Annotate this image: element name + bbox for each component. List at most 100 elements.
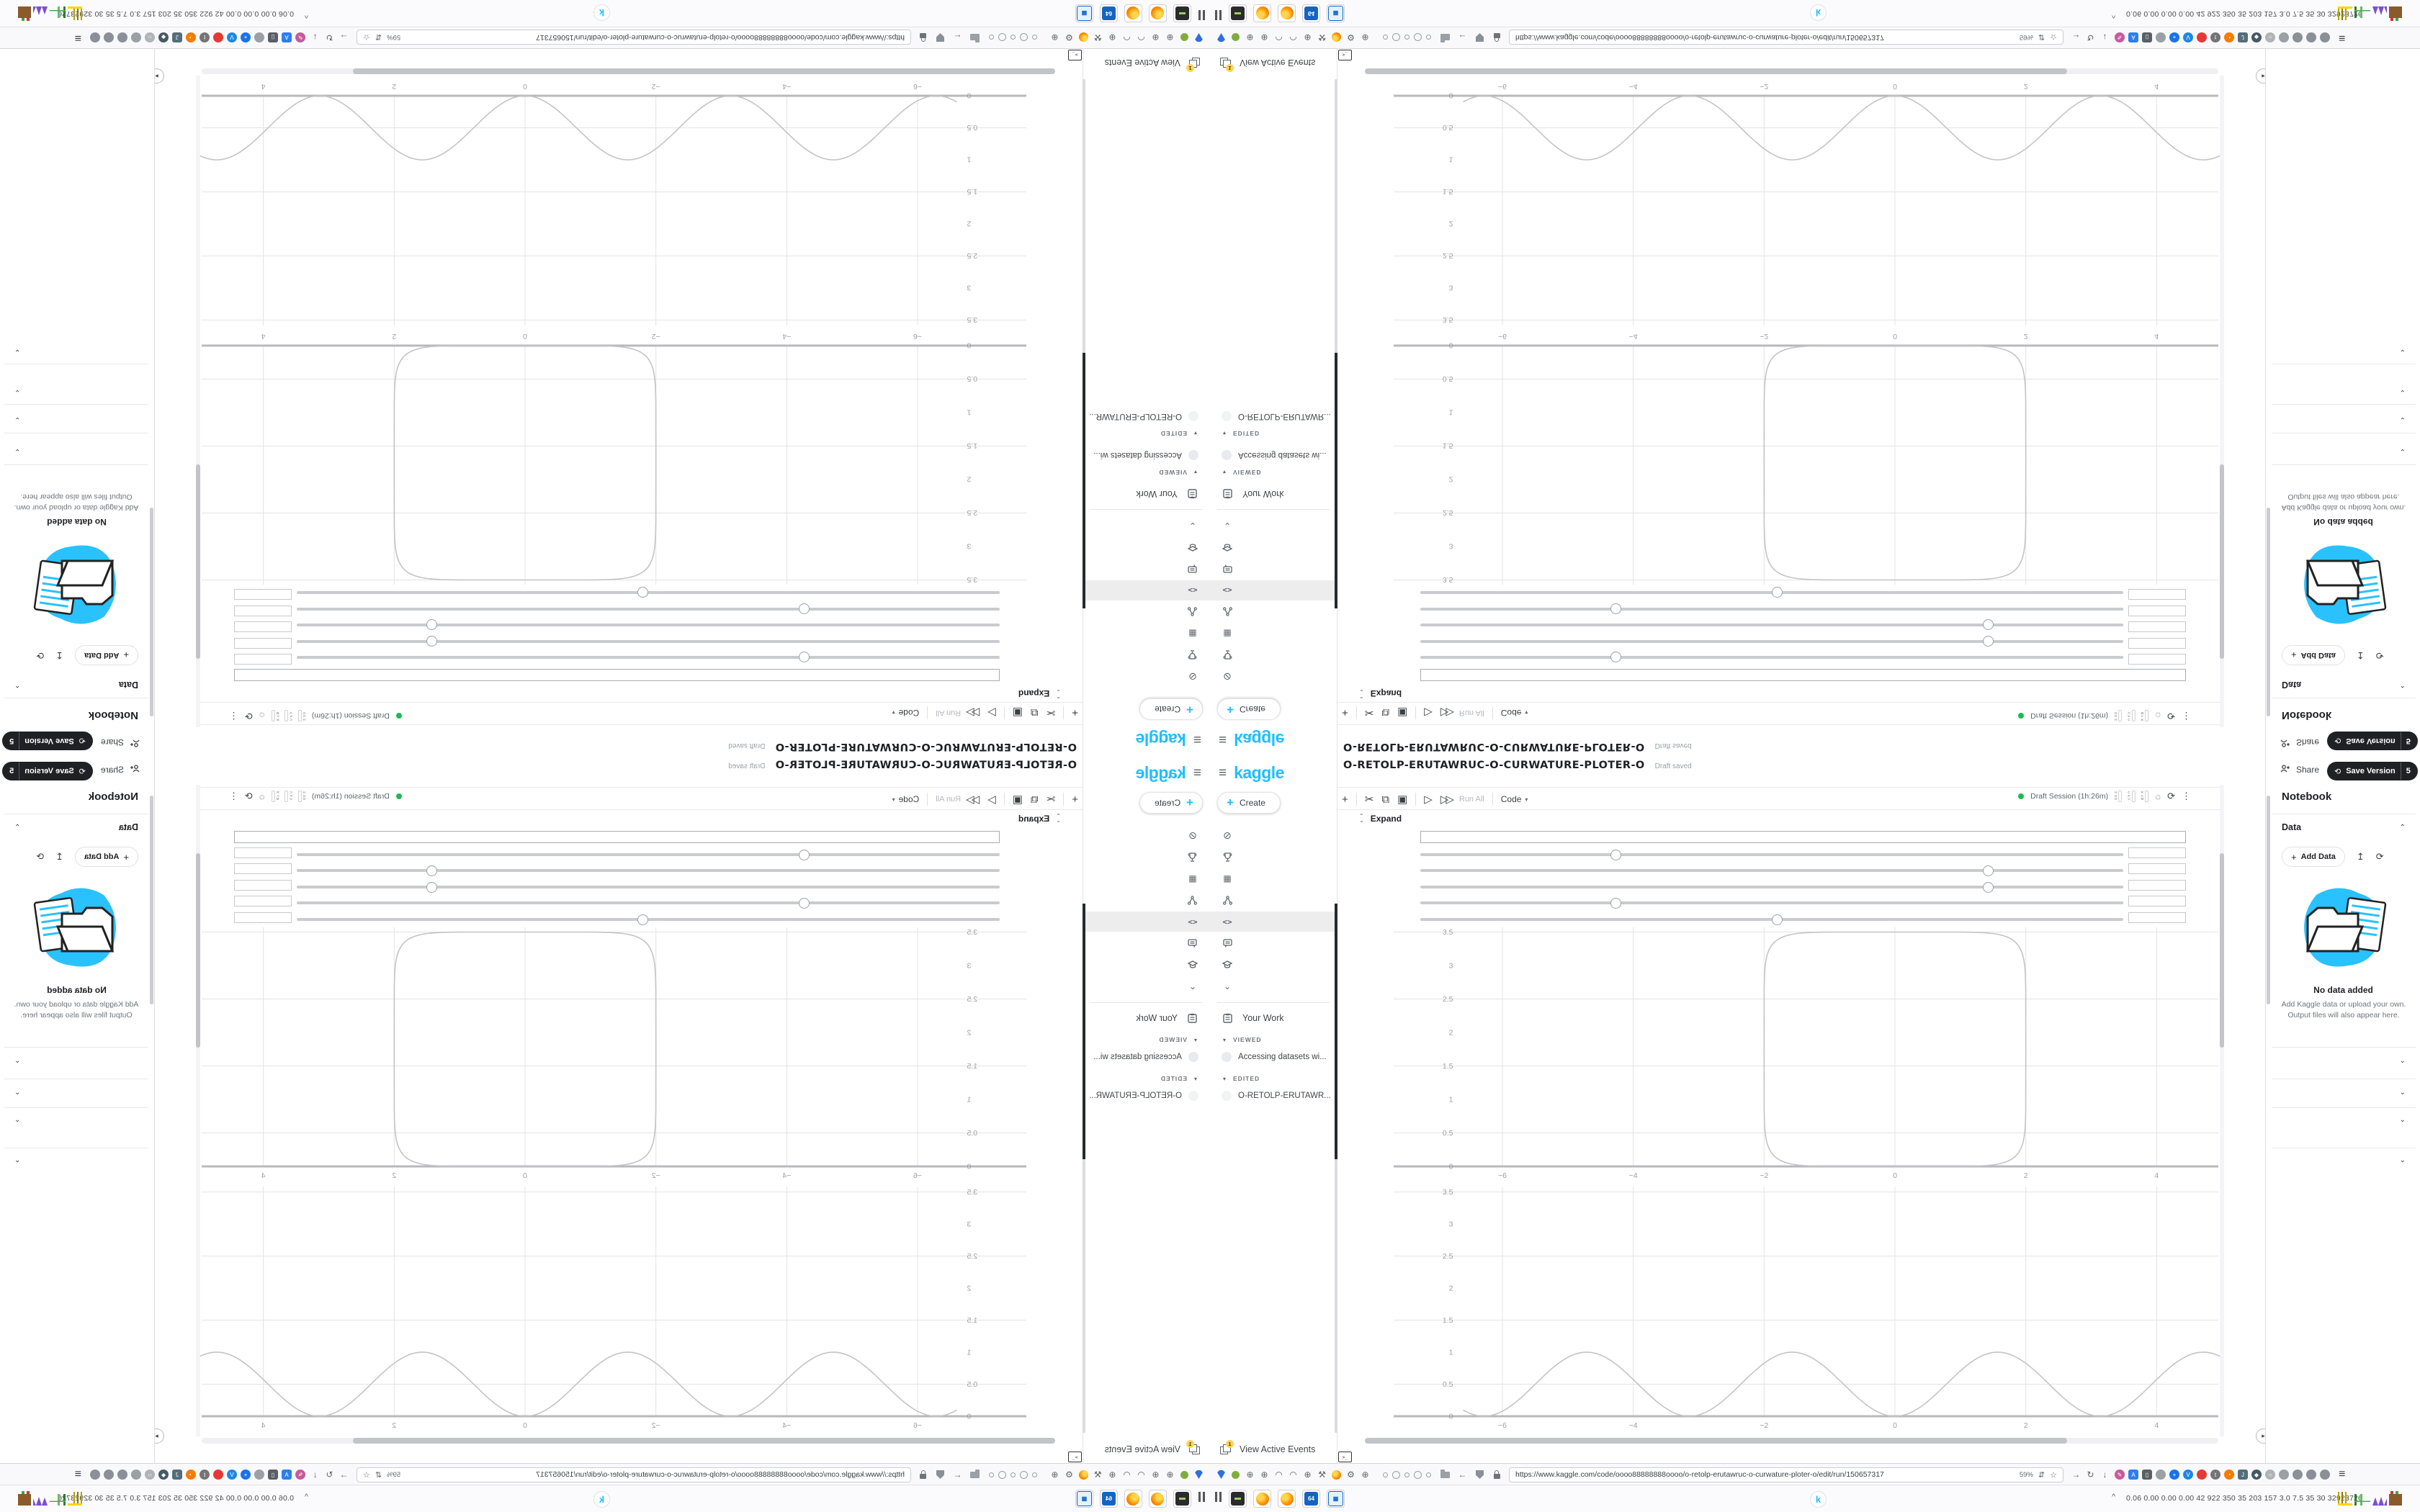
power-icon[interactable]: ◌ (259, 710, 265, 721)
slider-value[interactable] (234, 605, 292, 616)
share-button[interactable]: Share (2280, 737, 2319, 747)
sidebar-item-home[interactable]: ⊘ (1083, 825, 1210, 845)
copy-icon[interactable]: ⧉ (1381, 706, 1390, 719)
globe-icon[interactable]: ⊕ (1051, 32, 1059, 42)
vpn-extension-icon[interactable]: V (227, 1470, 237, 1480)
sidebar-section-viewed[interactable]: ▾ VIEWED (1158, 1036, 1197, 1043)
globe-icon[interactable]: ⊕ (1108, 1470, 1116, 1480)
download-icon[interactable]: ↓ (2102, 1470, 2107, 1480)
pinned-tab-icon[interactable] (1032, 1472, 1037, 1477)
shield-dark-extension-icon[interactable]: ◆ (158, 1470, 169, 1480)
slider-handle[interactable] (1982, 881, 1994, 893)
folder-icon[interactable] (969, 32, 981, 44)
content-scrollbar[interactable] (196, 785, 200, 1436)
sidebar-item-datasets[interactable]: ▦ (1210, 868, 1337, 888)
folder-icon[interactable] (1439, 32, 1451, 44)
cut-icon[interactable]: ✂ (1046, 793, 1056, 806)
pinned-tab-icon[interactable] (1032, 35, 1037, 40)
version-count[interactable]: 5 (2406, 737, 2411, 745)
view-active-events-button[interactable]: 1 View Active Events (1220, 58, 1315, 72)
back-arrow-icon[interactable]: ← (1458, 1470, 1467, 1480)
brush-extension-icon[interactable]: ✎ (295, 32, 305, 42)
slider-track[interactable] (297, 603, 1000, 614)
notebook-title[interactable]: O-RETOLP-ERUTAWRUC-O-CURWATURE-PLOTER-O (775, 741, 1077, 752)
pinned-tab-icon[interactable] (998, 33, 1006, 42)
flag-extension-icon[interactable] (2293, 32, 2303, 42)
record-extension-icon[interactable] (2197, 1470, 2207, 1480)
phone-extension-icon[interactable]: ▯ (2142, 1470, 2152, 1480)
paste-icon[interactable]: ▣ (1397, 706, 1408, 719)
slider-track[interactable] (297, 914, 1000, 925)
gear2-extension-icon[interactable] (2320, 1470, 2330, 1480)
container-extension-icon[interactable]: J (172, 32, 182, 42)
lock-icon[interactable] (1491, 32, 1503, 44)
language-select[interactable]: Code ▾ (1500, 708, 1528, 718)
globe-icon[interactable]: ⊕ (1152, 32, 1160, 42)
flag-extension-icon[interactable] (117, 1470, 127, 1480)
panel-section-notebook-options[interactable]: ⌄ (14, 415, 21, 423)
slider-value[interactable] (2128, 637, 2186, 649)
sidebar-item-datasets[interactable]: ▦ (1083, 624, 1210, 644)
pinned-tab-icon[interactable] (989, 1472, 994, 1477)
shield-dark-extension-icon[interactable]: ◆ (158, 32, 169, 42)
slider-track[interactable] (297, 849, 1000, 860)
sidebar-item-models[interactable] (1083, 890, 1210, 910)
forward-icon[interactable]: → (2071, 32, 2081, 42)
slider-track[interactable] (1420, 881, 2123, 893)
version-count[interactable]: 5 (9, 767, 14, 775)
slider-track[interactable] (297, 652, 1000, 663)
sidebar-item-edited-notebook[interactable]: O-RETOLP-ERUTAWR... (1083, 1087, 1210, 1104)
sidebar-section-viewed[interactable]: ▾ VIEWED (1223, 469, 1262, 476)
download-icon[interactable]: ↓ (313, 1470, 318, 1480)
reader-view-icon[interactable]: ⇵ (2038, 1470, 2045, 1480)
more-options-icon[interactable]: ⋮ (229, 791, 238, 801)
arc-icon[interactable]: ◠ (1275, 1470, 1283, 1480)
data-section-header[interactable]: Data ⌃ (2282, 822, 2406, 832)
pinned-tab-icon[interactable] (1383, 1472, 1388, 1477)
cut-icon[interactable]: ✂ (1364, 793, 1374, 806)
shield-dark-extension-icon[interactable]: ◆ (2251, 1470, 2262, 1480)
pinned-tab-icon[interactable] (1010, 1472, 1016, 1477)
panel-scrollbar[interactable] (150, 796, 153, 1004)
content-scrollbar[interactable] (2220, 76, 2224, 727)
sidebar-section-edited[interactable]: ▾ EDITED (1160, 430, 1197, 437)
add-circle-extension-icon[interactable]: + (2169, 1470, 2179, 1480)
panel-section-models[interactable]: ⌄ (14, 447, 21, 455)
slider-handle[interactable] (426, 881, 438, 893)
add-circle-extension-icon[interactable]: + (241, 1470, 251, 1480)
zoom-level[interactable]: 59% (2019, 1470, 2033, 1479)
wrench2-extension-icon[interactable] (104, 1470, 114, 1480)
globe-icon[interactable]: ⊕ (1304, 1470, 1312, 1480)
pinned-tab-icon[interactable] (1414, 33, 1422, 42)
image-viewer-app-taskbar-button[interactable]: ▦ (1327, 1490, 1345, 1508)
container-extension-icon[interactable]: J (2238, 32, 2248, 42)
pinned-tab-icon[interactable] (998, 1470, 1006, 1479)
function-input[interactable] (234, 669, 1000, 681)
restart-icon[interactable]: ⟳ (2167, 711, 2175, 721)
panel-scrollbar[interactable] (150, 508, 153, 716)
run-all-label[interactable]: Run All (936, 795, 962, 804)
sidebar-section-edited[interactable]: ▾ EDITED (1223, 430, 1260, 437)
sidebar-item-datasets[interactable]: ▦ (1210, 624, 1337, 644)
sidebar-section-edited[interactable]: ▾ EDITED (1160, 1075, 1197, 1082)
hamburger-menu-icon[interactable]: ≡ (1219, 732, 1227, 747)
arc-icon[interactable]: ◠ (1123, 32, 1131, 42)
green-dot-icon[interactable] (1229, 1469, 1242, 1481)
wrench2-extension-icon[interactable] (2306, 32, 2316, 42)
upload-icon[interactable]: ↥ (2356, 650, 2365, 661)
slider-track[interactable] (1420, 898, 2123, 909)
gear-icon[interactable]: ⚙ (1347, 1470, 1355, 1480)
sidebar-item-home[interactable]: ⊘ (1210, 667, 1337, 687)
slider-track[interactable] (1420, 652, 2123, 663)
back-arrow-icon[interactable]: ← (953, 32, 962, 42)
sidebar-item-discussions[interactable] (1083, 559, 1210, 579)
pinned-tab-icon[interactable] (1426, 1472, 1431, 1477)
slider-track[interactable] (297, 898, 1000, 909)
pinned-tab-icon[interactable] (1404, 35, 1410, 40)
create-button[interactable]: + Create (1139, 792, 1203, 814)
horizontal-scrollbar[interactable] (1365, 68, 2218, 74)
share-button[interactable]: Share (101, 765, 140, 775)
more-options-icon[interactable]: ⋮ (2182, 711, 2191, 721)
sidebar-item-competitions[interactable] (1210, 847, 1337, 867)
forward-icon[interactable]: → (339, 1470, 349, 1480)
